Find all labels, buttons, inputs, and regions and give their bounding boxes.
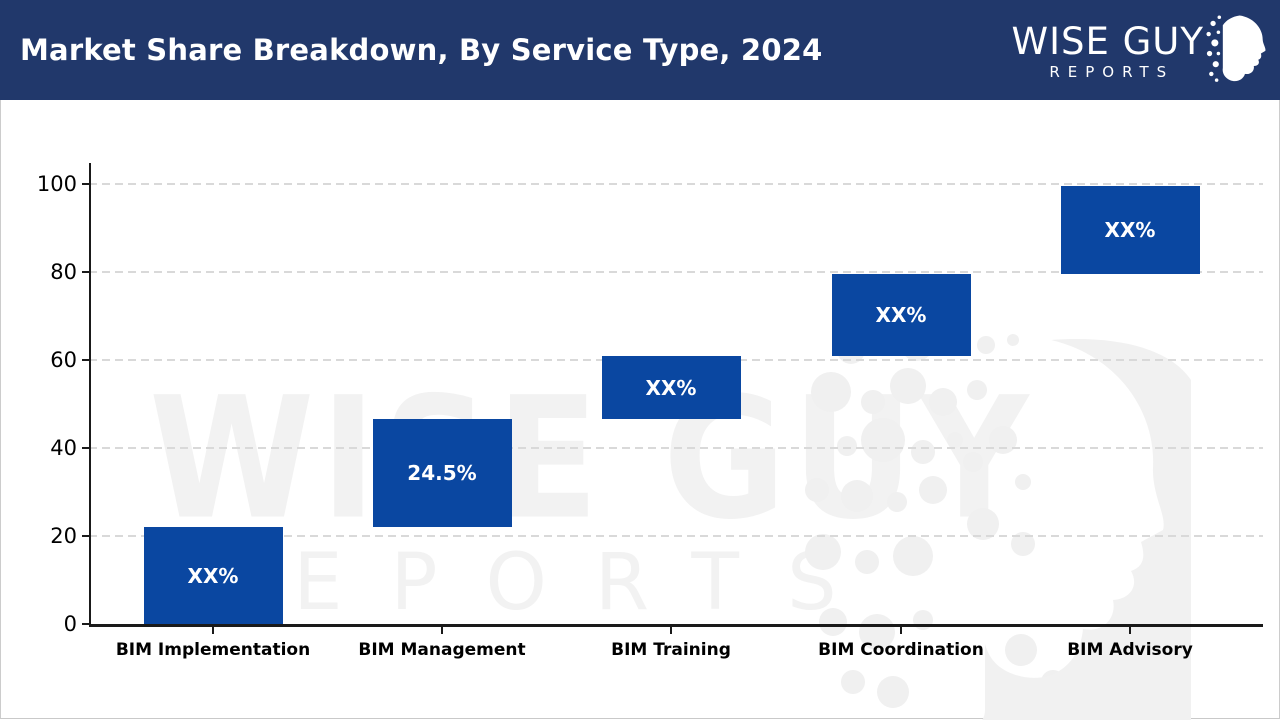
bar-bim-advisory — [1060, 186, 1200, 275]
bar-bim-training — [601, 355, 741, 420]
x-tick-mark — [670, 627, 672, 634]
gridline — [89, 535, 1263, 537]
y-tick-mark — [82, 183, 89, 185]
x-category-label: BIM Implementation — [115, 640, 311, 660]
brand-subname: REPORTS — [1049, 62, 1175, 81]
x-category-label: BIM Coordination — [818, 640, 984, 660]
bar-bim-coordination — [831, 274, 971, 356]
bar-bim-implementation — [143, 527, 283, 624]
page-title: Market Share Breakdown, By Service Type,… — [20, 33, 823, 67]
head-dots-icon — [1206, 8, 1268, 96]
header-band: Market Share Breakdown, By Service Type,… — [0, 0, 1280, 100]
y-tick-label: 20 — [50, 524, 77, 548]
x-category-label: BIM Advisory — [1067, 640, 1193, 660]
bar-value-label: XX% — [1104, 218, 1156, 243]
y-tick-mark — [82, 623, 89, 625]
bar-value-label: XX% — [187, 563, 239, 588]
y-axis — [89, 163, 91, 626]
y-tick-label: 100 — [36, 172, 77, 196]
gridline — [89, 447, 1263, 449]
bar-value-label: XX% — [645, 375, 697, 400]
brand-logo: WISE GUY REPORTS — [1012, 8, 1268, 96]
brand-logo-text: WISE GUY REPORTS — [1011, 20, 1204, 81]
bar-bim-management — [372, 419, 512, 528]
bar-value-label: 24.5% — [407, 461, 477, 486]
y-tick-label: 0 — [63, 612, 77, 636]
x-category-label: BIM Training — [611, 640, 731, 660]
bar-value-label: XX% — [875, 302, 927, 327]
y-tick-mark — [82, 271, 89, 273]
x-tick-mark — [212, 627, 214, 634]
y-tick-mark — [82, 359, 89, 361]
y-tick-mark — [82, 447, 89, 449]
y-tick-label: 80 — [50, 260, 77, 284]
x-tick-mark — [1129, 627, 1131, 634]
x-tick-mark — [900, 627, 902, 634]
gridline — [89, 271, 1263, 273]
x-axis — [89, 624, 1263, 627]
gridline — [89, 183, 1263, 185]
y-tick-label: 40 — [50, 436, 77, 460]
x-category-label: BIM Management — [358, 640, 526, 660]
chart-canvas: WISE GUY REPORTS — [0, 100, 1280, 720]
watermark-subtext: REPORTS — [191, 538, 885, 628]
y-tick-label: 60 — [50, 348, 77, 372]
x-tick-mark — [441, 627, 443, 634]
watermark-head-dots-icon — [771, 320, 1191, 720]
y-tick-mark — [82, 535, 89, 537]
brand-name: WISE GUY — [1011, 20, 1204, 64]
